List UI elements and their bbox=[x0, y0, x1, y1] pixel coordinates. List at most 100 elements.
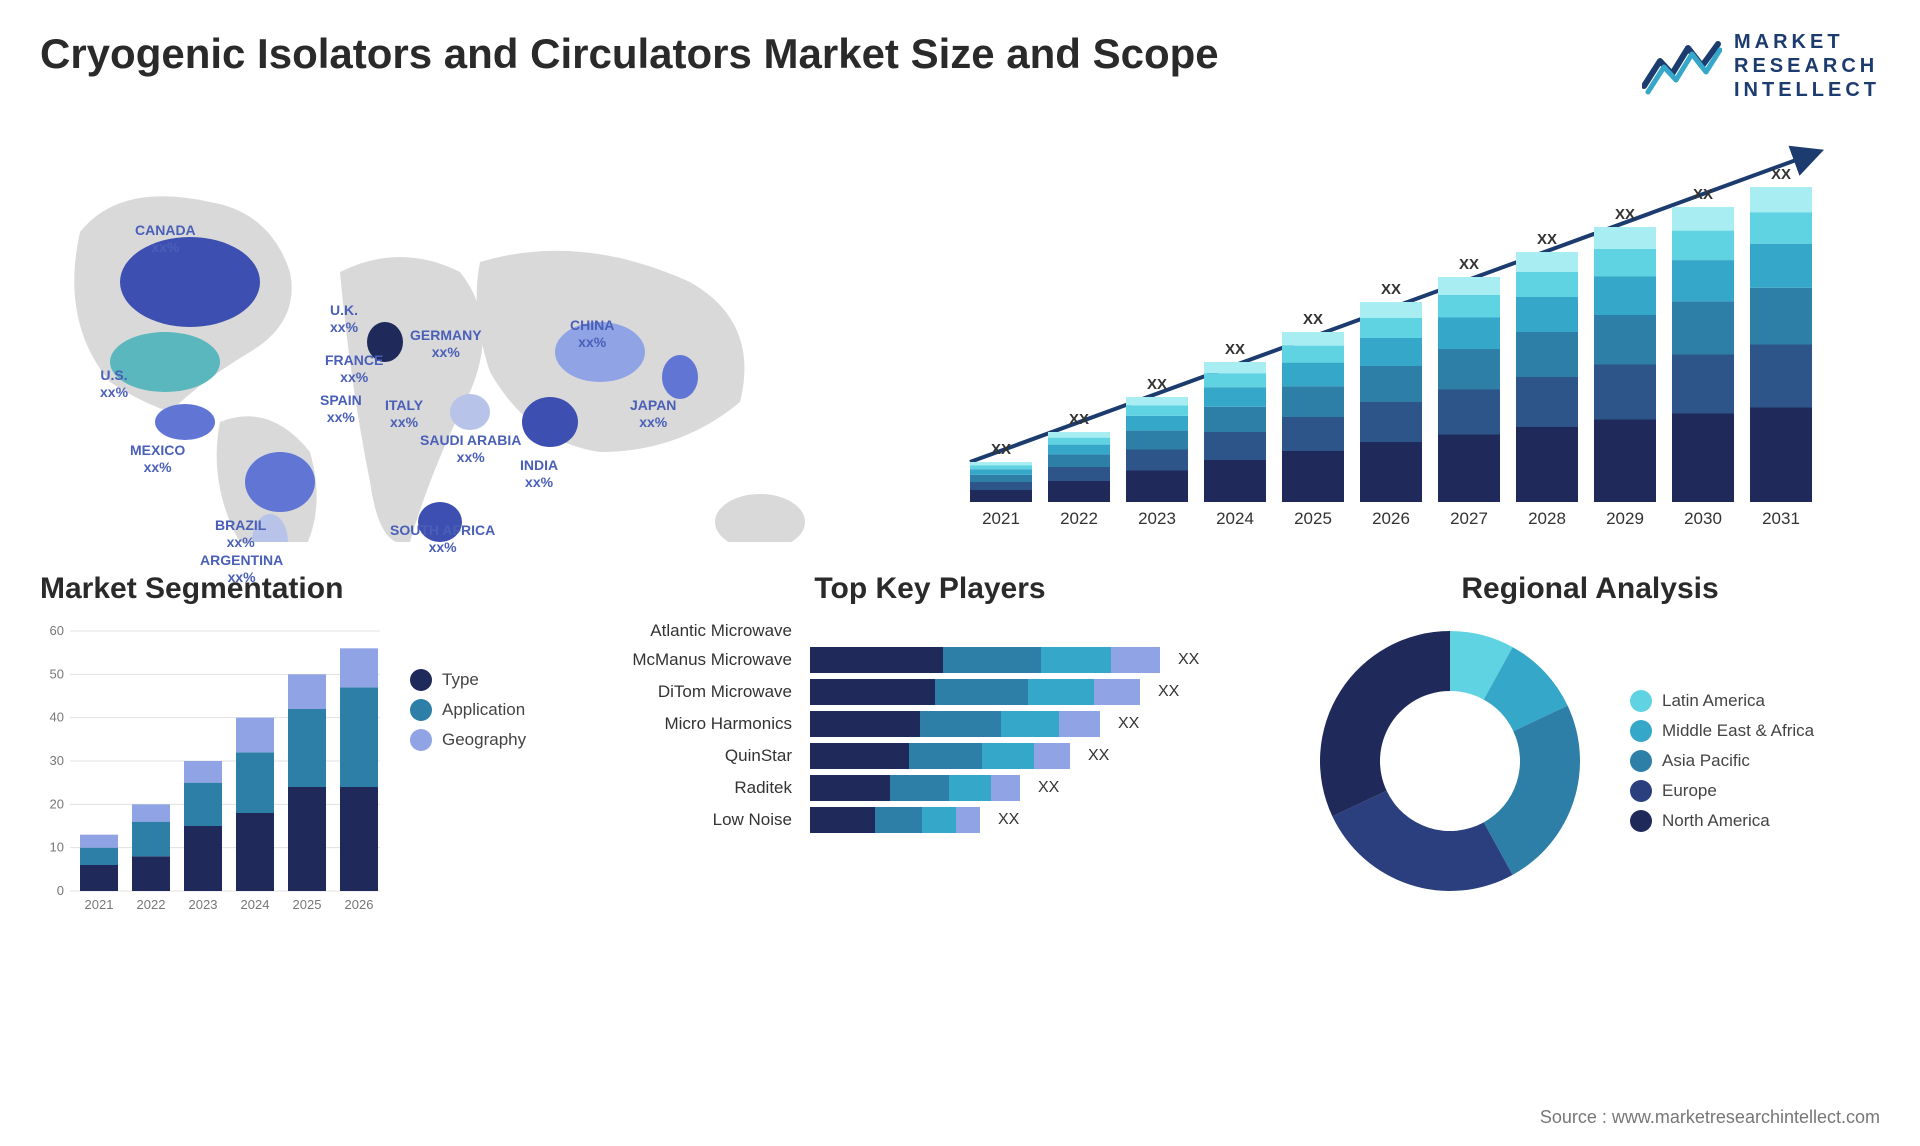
seg-year-label: 2025 bbox=[293, 897, 322, 912]
growth-bar-segment bbox=[1516, 332, 1578, 377]
player-bar-segment bbox=[810, 711, 920, 737]
growth-bar-segment bbox=[1594, 365, 1656, 420]
regional-legend-item: Asia Pacific bbox=[1630, 750, 1814, 772]
growth-bar-segment bbox=[1204, 373, 1266, 387]
legend-swatch bbox=[1630, 810, 1652, 832]
seg-bar-segment bbox=[288, 674, 326, 709]
growth-bar-segment bbox=[1360, 366, 1422, 402]
growth-bar-segment bbox=[1594, 315, 1656, 365]
growth-bar-segment bbox=[1438, 277, 1500, 295]
growth-bar-segment bbox=[1516, 427, 1578, 502]
growth-year-label: 2029 bbox=[1606, 509, 1644, 528]
segmentation-title: Market Segmentation bbox=[40, 572, 560, 606]
legend-swatch bbox=[410, 669, 432, 691]
growth-bar-segment bbox=[1282, 451, 1344, 502]
growth-bar-segment bbox=[1750, 408, 1812, 503]
growth-bar-segment bbox=[1204, 387, 1266, 407]
player-row: QuinStarXX bbox=[600, 743, 1260, 769]
seg-bar-segment bbox=[184, 783, 222, 826]
growth-bar-segment bbox=[1672, 260, 1734, 301]
map-country-label: U.S.xx% bbox=[100, 367, 128, 401]
growth-bar-value: XX bbox=[1381, 281, 1401, 298]
growth-bar-segment bbox=[1516, 272, 1578, 297]
map-country-label: FRANCExx% bbox=[325, 352, 383, 386]
growth-year-label: 2021 bbox=[982, 509, 1020, 528]
player-bar-segment bbox=[943, 647, 1041, 673]
growth-bar-value: XX bbox=[1771, 166, 1791, 183]
growth-bar-segment bbox=[1048, 454, 1110, 467]
seg-bar-segment bbox=[80, 835, 118, 848]
growth-bar-value: XX bbox=[1537, 231, 1557, 248]
segmentation-legend: TypeApplicationGeography bbox=[410, 661, 526, 759]
player-row: Micro HarmonicsXX bbox=[600, 711, 1260, 737]
seg-bar-segment bbox=[236, 752, 274, 813]
legend-label: Latin America bbox=[1662, 691, 1765, 711]
source-attribution: Source : www.marketresearchintellect.com bbox=[1540, 1107, 1880, 1128]
player-value: XX bbox=[1038, 779, 1059, 797]
growth-bar-segment bbox=[1750, 244, 1812, 288]
growth-bar-segment bbox=[1672, 414, 1734, 503]
legend-label: Asia Pacific bbox=[1662, 751, 1750, 771]
svg-text:30: 30 bbox=[50, 753, 64, 768]
svg-text:0: 0 bbox=[57, 883, 64, 898]
map-country-label: SAUDI ARABIAxx% bbox=[420, 432, 521, 466]
growth-bar-segment bbox=[970, 482, 1032, 490]
logo-text-2: RESEARCH bbox=[1734, 54, 1880, 78]
seg-bar-segment bbox=[184, 761, 222, 783]
growth-bar-segment bbox=[1126, 416, 1188, 431]
legend-swatch bbox=[1630, 780, 1652, 802]
growth-bar-segment bbox=[1360, 338, 1422, 366]
seg-year-label: 2021 bbox=[85, 897, 114, 912]
legend-label: Geography bbox=[442, 730, 526, 750]
regional-legend: Latin America Middle East & Africa Asia Pa… bbox=[1630, 682, 1814, 840]
growth-bar-segment bbox=[1126, 450, 1188, 471]
growth-bar-segment bbox=[1516, 297, 1578, 332]
player-row: McManus MicrowaveXX bbox=[600, 647, 1260, 673]
regional-legend-item: Middle East & Africa bbox=[1630, 720, 1814, 742]
growth-bar-segment bbox=[1360, 442, 1422, 502]
growth-year-label: 2023 bbox=[1138, 509, 1176, 528]
donut-slice bbox=[1332, 791, 1512, 891]
growth-year-label: 2025 bbox=[1294, 509, 1332, 528]
regional-legend-item: North America bbox=[1630, 810, 1814, 832]
player-bar-segment bbox=[1034, 743, 1070, 769]
player-bar-segment bbox=[1094, 679, 1140, 705]
player-bar bbox=[810, 679, 1140, 705]
map-country-label: MEXICOxx% bbox=[130, 442, 185, 476]
growth-bar-segment bbox=[1360, 302, 1422, 318]
growth-bar-segment bbox=[1282, 346, 1344, 363]
growth-bar-segment bbox=[1750, 345, 1812, 408]
growth-bar-segment bbox=[1516, 377, 1578, 427]
player-row: DiTom MicrowaveXX bbox=[600, 679, 1260, 705]
growth-bar-segment bbox=[1594, 277, 1656, 316]
growth-bar-value: XX bbox=[1693, 186, 1713, 203]
growth-bar-segment bbox=[1282, 386, 1344, 417]
player-name: DiTom Microwave bbox=[600, 682, 800, 702]
growth-bar-segment bbox=[1438, 318, 1500, 350]
player-bar-segment bbox=[1111, 647, 1160, 673]
player-bar-segment bbox=[935, 679, 1027, 705]
logo-text-1: MARKET bbox=[1734, 30, 1880, 54]
player-bar-segment bbox=[875, 807, 923, 833]
growth-bar-segment bbox=[970, 462, 1032, 465]
growth-bar-segment bbox=[1126, 471, 1188, 503]
seg-year-label: 2022 bbox=[137, 897, 166, 912]
growth-bar-segment bbox=[1204, 460, 1266, 502]
seg-bar-segment bbox=[288, 709, 326, 787]
growth-bar-segment bbox=[1282, 363, 1344, 387]
player-bar-segment bbox=[810, 679, 935, 705]
growth-bar-segment bbox=[1126, 431, 1188, 450]
player-bar-segment bbox=[949, 775, 991, 801]
player-bar bbox=[810, 807, 980, 833]
player-value: XX bbox=[1178, 651, 1199, 669]
legend-label: Europe bbox=[1662, 781, 1717, 801]
growth-bar-value: XX bbox=[991, 441, 1011, 458]
legend-swatch bbox=[1630, 720, 1652, 742]
player-bar-segment bbox=[810, 743, 909, 769]
player-bar-segment bbox=[982, 743, 1034, 769]
seg-bar-segment bbox=[132, 856, 170, 891]
player-bar-segment bbox=[810, 807, 875, 833]
map-country-label: ARGENTINAxx% bbox=[200, 552, 283, 586]
map-country-label: CHINAxx% bbox=[570, 317, 614, 351]
legend-swatch bbox=[410, 699, 432, 721]
